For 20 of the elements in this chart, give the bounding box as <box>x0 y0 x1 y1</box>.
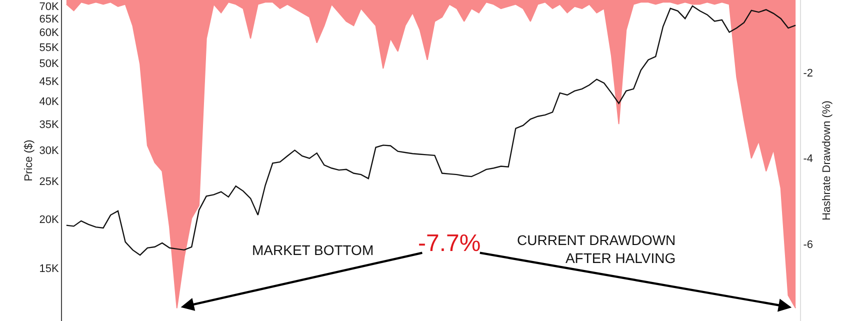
y-tick-label: 30K <box>39 145 60 158</box>
y2-tick-label: -6 <box>803 238 813 251</box>
y-tick-label: 20K <box>39 214 60 226</box>
y-tick-label: 15K <box>39 263 60 276</box>
y-axis-title: Price ($) <box>22 140 35 182</box>
y-tick-label: 50K <box>39 58 60 70</box>
y-tick-label: 65K <box>39 13 60 26</box>
y-tick-label: 40K <box>39 96 60 108</box>
annotation: CURRENT DRAWDOWN AFTER HALVING <box>517 232 676 266</box>
y-tick-label: 70K <box>39 0 60 13</box>
y2-axis-title: Hashrate Drawdown (%) <box>821 100 834 220</box>
annotation: MARKET BOTTOM <box>252 242 374 258</box>
y-tick-label: 25K <box>39 176 60 188</box>
y2-tick-label: -2 <box>803 68 813 80</box>
y-tick-label: 60K <box>39 27 60 40</box>
annotation: -7.7% <box>418 230 481 257</box>
y-tick-label: 35K <box>39 118 60 131</box>
y-tick-label: 55K <box>39 42 60 54</box>
y2-tick-label: -4 <box>803 153 813 166</box>
y-tick-label: 45K <box>39 76 60 88</box>
